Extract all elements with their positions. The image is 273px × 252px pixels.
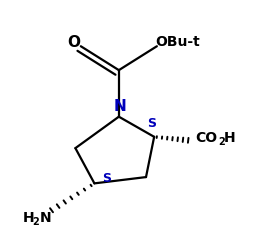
Text: S: S	[102, 171, 111, 184]
Text: CO: CO	[195, 130, 217, 144]
Text: N: N	[39, 210, 51, 225]
Text: OBu-t: OBu-t	[155, 35, 200, 49]
Text: 2: 2	[33, 216, 40, 226]
Text: O: O	[67, 35, 81, 49]
Text: H: H	[224, 130, 236, 144]
Text: N: N	[114, 99, 127, 113]
Text: S: S	[147, 117, 156, 130]
Text: 2: 2	[218, 136, 225, 146]
Text: H: H	[22, 210, 34, 225]
